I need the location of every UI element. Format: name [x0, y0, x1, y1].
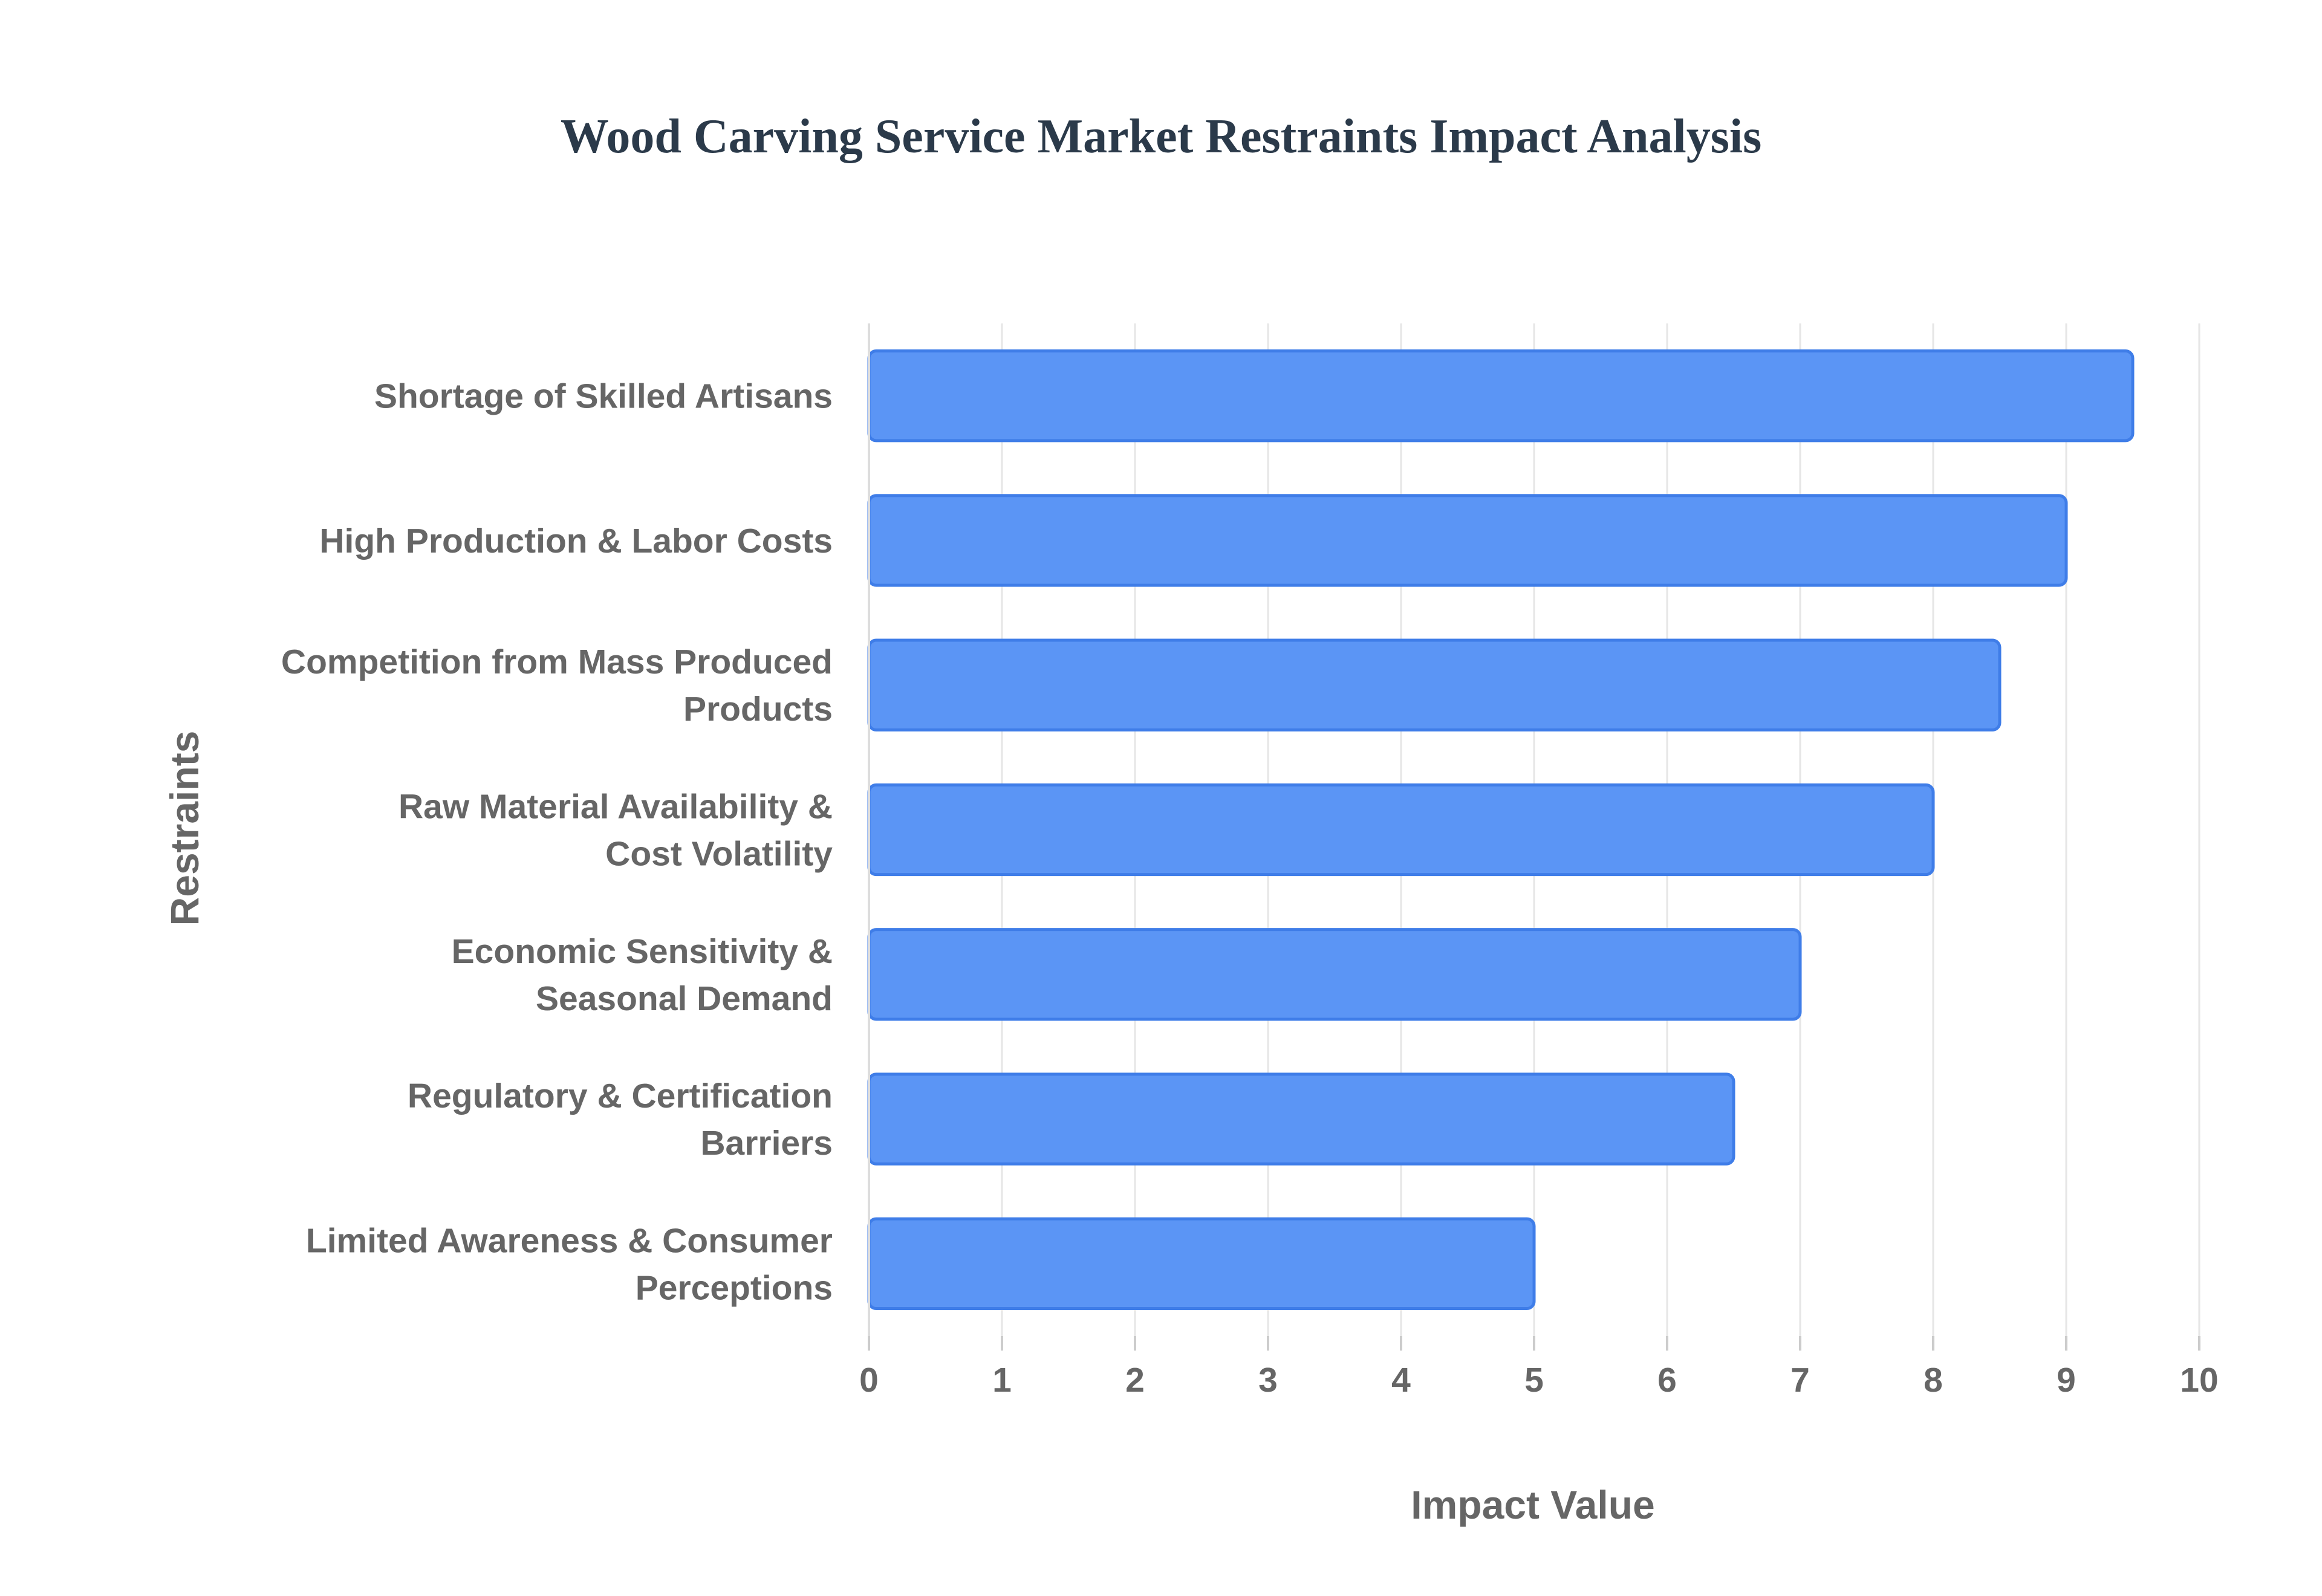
category-label-4: Raw Material Availability & Cost Volatili…	[398, 788, 833, 874]
bar-6	[867, 1072, 1735, 1166]
bars	[867, 349, 2135, 1311]
chart-title: Wood Carving Service Market Restraints I…	[561, 110, 1762, 163]
bar-4	[867, 783, 1935, 877]
x-tick-label-0: 0	[859, 1361, 879, 1400]
bar-2	[867, 494, 2068, 587]
x-tick-label-7: 7	[1790, 1361, 1810, 1400]
bar-3	[867, 638, 2002, 731]
x-axis-title: Impact Value	[1411, 1482, 1655, 1527]
x-tick-label-4: 4	[1391, 1361, 1411, 1400]
category-labels: Shortage of Skilled Artisans High Product…	[281, 377, 833, 1308]
axes: 0 1 2 3 4 5 6 7 8 9 10	[859, 323, 2219, 1400]
category-label-7: Limited Awareness & Consumer Perceptions	[306, 1221, 833, 1307]
category-label-1: Shortage of Skilled Artisans	[374, 377, 833, 416]
category-label-3: Competition from Mass Produced Products	[281, 643, 833, 728]
y-axis-title: Restraints	[162, 731, 207, 926]
x-tick-label-8: 8	[1924, 1361, 1943, 1400]
category-label-5: Economic Sensitivity & Seasonal Demand	[452, 932, 833, 1018]
bar-5	[867, 928, 1802, 1021]
x-tick-label-3: 3	[1258, 1361, 1278, 1400]
bar-7	[867, 1217, 1536, 1311]
category-label-2: High Production & Labor Costs	[319, 522, 833, 560]
x-tick-label-9: 9	[2057, 1361, 2076, 1400]
x-tick-label-2: 2	[1125, 1361, 1145, 1400]
x-tick-label-5: 5	[1524, 1361, 1544, 1400]
category-label-6: Regulatory & Certification Barriers	[408, 1077, 833, 1163]
x-tick-label-6: 6	[1657, 1361, 1677, 1400]
bar-1	[867, 349, 2135, 443]
x-tick-label-10: 10	[2180, 1361, 2218, 1400]
x-tick-label-1: 1	[992, 1361, 1012, 1400]
